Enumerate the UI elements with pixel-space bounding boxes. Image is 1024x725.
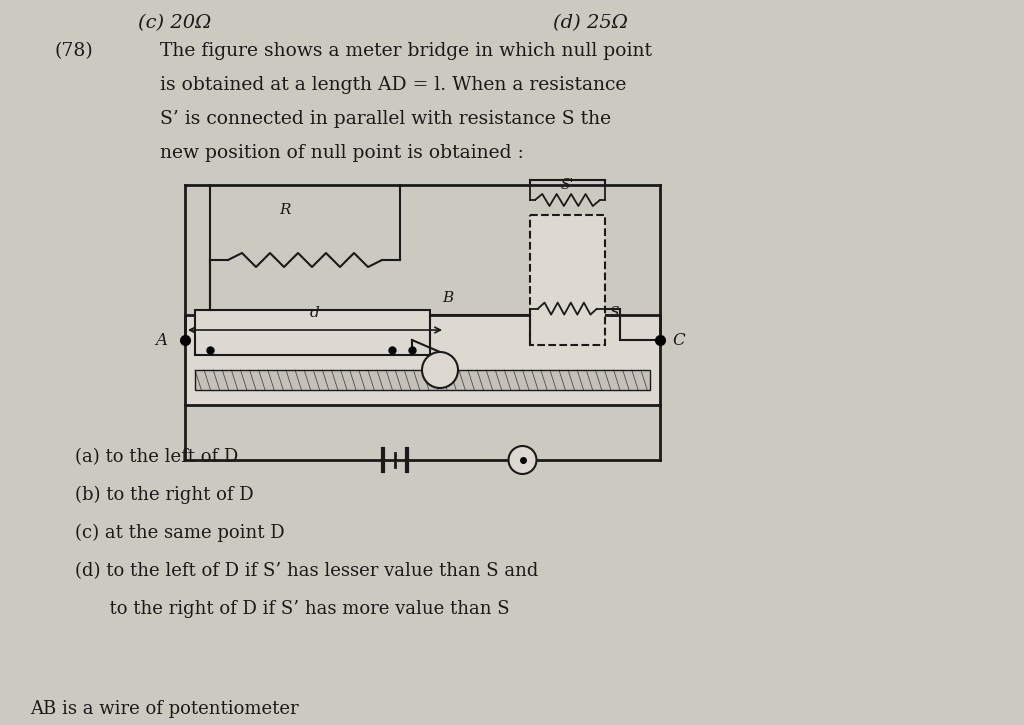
FancyBboxPatch shape xyxy=(185,315,660,405)
Text: B: B xyxy=(442,291,454,305)
Text: to the right of D if S’ has more value than S: to the right of D if S’ has more value t… xyxy=(75,600,510,618)
Text: (a) to the left of D: (a) to the left of D xyxy=(75,448,239,466)
Text: new position of null point is obtained :: new position of null point is obtained : xyxy=(160,144,523,162)
Text: is obtained at a length AD = l. When a resistance: is obtained at a length AD = l. When a r… xyxy=(160,76,627,94)
Text: S': S' xyxy=(561,178,574,192)
Text: (b) to the right of D: (b) to the right of D xyxy=(75,486,254,505)
Text: R: R xyxy=(280,203,291,217)
Text: S: S xyxy=(610,305,620,320)
Text: G: G xyxy=(435,363,445,376)
FancyBboxPatch shape xyxy=(530,215,605,345)
Text: The figure shows a meter bridge in which null point: The figure shows a meter bridge in which… xyxy=(160,42,652,60)
Text: (d) 25Ω: (d) 25Ω xyxy=(553,14,628,32)
FancyBboxPatch shape xyxy=(195,370,650,390)
Circle shape xyxy=(509,446,537,474)
Text: (c) at the same point D: (c) at the same point D xyxy=(75,524,285,542)
Text: (d) to the left of D if S’ has lesser value than S and: (d) to the left of D if S’ has lesser va… xyxy=(75,562,539,580)
Text: (c) 20Ω: (c) 20Ω xyxy=(138,14,212,32)
Text: (78): (78) xyxy=(55,42,94,60)
Circle shape xyxy=(422,352,458,388)
Text: A: A xyxy=(155,331,167,349)
Text: d: d xyxy=(310,306,319,320)
FancyBboxPatch shape xyxy=(195,310,430,355)
Text: C: C xyxy=(672,331,685,349)
Text: AB is a wire of potentiometer: AB is a wire of potentiometer xyxy=(30,700,299,718)
Text: S’ is connected in parallel with resistance S the: S’ is connected in parallel with resista… xyxy=(160,110,611,128)
